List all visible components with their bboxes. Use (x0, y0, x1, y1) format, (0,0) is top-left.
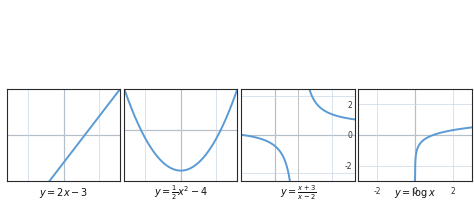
Text: $y = \frac{1}{2}x^2 - 4$: $y = \frac{1}{2}x^2 - 4$ (154, 184, 208, 202)
Text: Logarithmic: Logarithmic (380, 64, 450, 74)
Text: $y = 2x - 3$: $y = 2x - 3$ (39, 186, 89, 200)
Text: Quadratic: Quadratic (152, 64, 210, 74)
Text: Rational: Rational (273, 64, 322, 74)
Text: $y = \frac{x+3}{x-2}$: $y = \frac{x+3}{x-2}$ (280, 184, 316, 202)
Text: $y = \log x$: $y = \log x$ (394, 186, 436, 200)
Text: How to Graph a Function in 3 Steps: How to Graph a Function in 3 Steps (43, 16, 431, 35)
Text: Linear: Linear (45, 64, 82, 74)
